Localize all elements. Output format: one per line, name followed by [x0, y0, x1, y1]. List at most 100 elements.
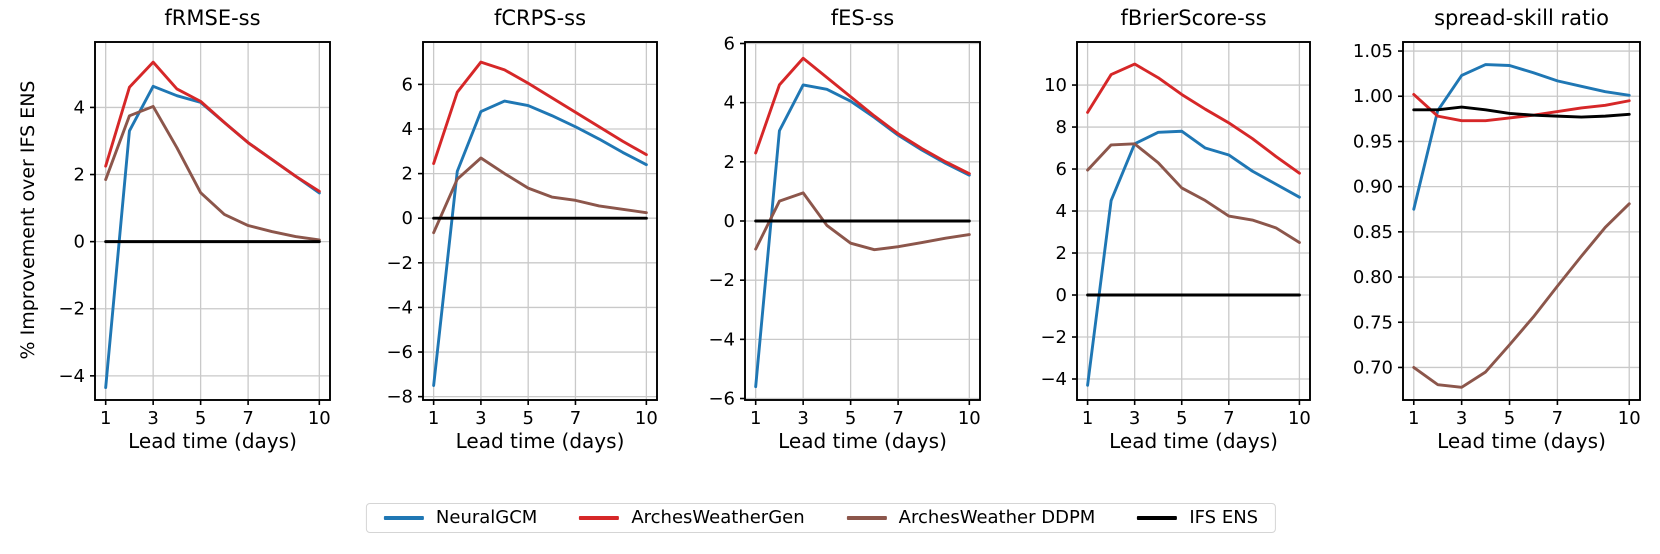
- x-tick-label: 3: [797, 408, 808, 429]
- y-tick-label: −6: [386, 342, 413, 363]
- x-tick-label: 1: [750, 408, 761, 429]
- x-tick-label: 7: [570, 408, 581, 429]
- series-line-archesweather-ddpm: [432, 156, 648, 235]
- y-tick-label: 2: [402, 164, 413, 185]
- x-axis-label: Lead time (days): [778, 429, 947, 453]
- y-tick-label: −2: [386, 253, 413, 274]
- ticks: [740, 42, 971, 405]
- chart-title: fBrierScore-ss: [1120, 6, 1267, 30]
- legend-item-neuralgcm: NeuralGCM: [383, 509, 537, 527]
- series-line-neuralgcm: [1086, 129, 1301, 387]
- y-tick-label: 1.00: [1353, 86, 1393, 107]
- legend: NeuralGCM ArchesWeatherGen ArchesWeather…: [365, 503, 1277, 533]
- y-tick-label: −4: [1040, 369, 1067, 390]
- y-tick-label: −2: [1040, 327, 1067, 348]
- neuralgcm-line-swatch: [383, 516, 424, 520]
- y-tick-label: −2: [58, 299, 85, 320]
- chart-title: spread-skill ratio: [1434, 6, 1609, 30]
- plot-area-fcrps-ss: 1 3 5 7 10 −8 −6 −4 −2 0 2 4 6: [386, 41, 658, 429]
- x-tick-label: 10: [1618, 408, 1641, 429]
- x-tick-label: 10: [308, 408, 331, 429]
- axes-box: [94, 41, 331, 401]
- x-tick-label: 7: [1552, 408, 1563, 429]
- series-line-archesweather-ddpm: [1086, 142, 1301, 244]
- x-tick-label: 5: [1176, 408, 1187, 429]
- y-tick-label: 1.05: [1353, 41, 1393, 62]
- y-tick-label: 0: [1056, 285, 1067, 306]
- x-tick-label: 3: [475, 408, 486, 429]
- x-tick-label: 5: [1504, 408, 1515, 429]
- x-tick-label: 10: [958, 408, 981, 429]
- series-line-ifs-ens: [1412, 105, 1631, 119]
- tick-labels: 1 3 5 7 10 −4 −2 0 2 4: [58, 97, 330, 429]
- y-tick-label: −4: [386, 297, 413, 318]
- y-tick-label: 6: [1056, 159, 1067, 180]
- y-tick-label: 2: [1056, 243, 1067, 264]
- chart-title: fCRPS-ss: [493, 6, 587, 30]
- y-tick-label: −6: [708, 389, 735, 410]
- subplot-fbrierscore-ss: 1 3 5 7 10 −4 −2 0 2 4 6 8 10 fBrierScore-ss Lead ti…: [997, 0, 1326, 470]
- ticks: [1072, 84, 1301, 405]
- y-tick-label: 0.95: [1353, 131, 1393, 152]
- tick-labels: 1 3 5 7 10 0.70 0.75 0.80 0.85 0.90 0.95 1.00 1.05: [1353, 41, 1641, 429]
- series-line-archesweather-ddpm: [1412, 202, 1631, 389]
- y-tick-label: 0.85: [1353, 222, 1393, 243]
- x-tick-label: 7: [1223, 408, 1234, 429]
- series-line-neuralgcm: [754, 83, 971, 389]
- y-tick-label: 6: [724, 33, 735, 54]
- ticks: [418, 83, 648, 405]
- y-tick-label: 0.80: [1353, 267, 1393, 288]
- gridlines: [1403, 42, 1640, 400]
- gridlines: [1077, 42, 1310, 400]
- axes-box: [1402, 41, 1641, 401]
- subplot-fcrps-ss: 1 3 5 7 10 −8 −6 −4 −2 0 2 4 6 fCRPS-ss Lead time (d…: [343, 0, 673, 470]
- x-tick-label: 1: [428, 408, 439, 429]
- y-tick-label: −2: [708, 270, 735, 291]
- axes-box: [422, 41, 658, 401]
- series-line-archesweathergen: [432, 60, 648, 166]
- x-tick-label: 5: [195, 408, 206, 429]
- legend-item-archesweathergen: ArchesWeatherGen: [579, 507, 805, 528]
- series-line-neuralgcm: [104, 84, 321, 390]
- chart-title: fES-ss: [830, 6, 895, 30]
- y-tick-label: 0.90: [1353, 177, 1393, 198]
- x-tick-label: 10: [1288, 408, 1311, 429]
- series-line-neuralgcm: [1412, 63, 1631, 211]
- y-tick-label: 4: [402, 119, 413, 140]
- ifs-ens-line-swatch: [1137, 516, 1178, 520]
- y-tick-label: 10: [1044, 75, 1067, 96]
- series-line-archesweathergen: [1412, 92, 1631, 123]
- series-line-archesweathergen: [104, 60, 321, 193]
- y-tick-label: 4: [74, 97, 85, 118]
- y-tick-label: 6: [402, 74, 413, 95]
- y-tick-label: 2: [724, 152, 735, 173]
- x-tick-label: 1: [1082, 408, 1093, 429]
- x-tick-label: 1: [100, 408, 111, 429]
- series-line-archesweathergen: [1086, 62, 1301, 175]
- legend-item-archesweather-ddpm: ArchesWeather DDPM: [846, 509, 1095, 527]
- gridlines: [95, 42, 330, 400]
- x-axis-label: Lead time (days): [1437, 429, 1606, 453]
- plot-area-frmse-ss: 1 3 5 7 10 −4 −2 0 2 4: [58, 41, 331, 429]
- axes-box: [1076, 41, 1311, 401]
- y-tick-label: 0.75: [1353, 312, 1393, 333]
- series-line-archesweather-ddpm: [754, 191, 971, 252]
- archesweather-ddpm-line-swatch: [846, 516, 887, 520]
- x-tick-label: 10: [635, 408, 658, 429]
- ticks: [90, 106, 321, 405]
- x-axis-label: Lead time (days): [455, 429, 625, 453]
- y-tick-label: 0: [402, 208, 413, 229]
- x-tick-label: 5: [845, 408, 856, 429]
- tick-labels: 1 3 5 7 10 −6 −4 −2 0 2 4 6: [708, 33, 980, 429]
- legend-label: ArchesWeatherGen: [631, 507, 805, 528]
- y-tick-label: −8: [386, 387, 413, 408]
- x-tick-label: 7: [892, 408, 903, 429]
- plot-area-fes-ss: 1 3 5 7 10 −6 −4 −2 0 2 4 6: [708, 33, 981, 429]
- x-axis-label: Lead time (days): [128, 429, 297, 453]
- x-tick-label: 3: [1129, 408, 1140, 429]
- x-tick-label: 1: [1408, 408, 1419, 429]
- tick-labels: 1 3 5 7 10 −8 −6 −4 −2 0 2 4 6: [386, 74, 657, 429]
- y-tick-label: 4: [724, 93, 735, 114]
- chart-title: fRMSE-ss: [164, 6, 261, 30]
- x-tick-label: 3: [147, 408, 158, 429]
